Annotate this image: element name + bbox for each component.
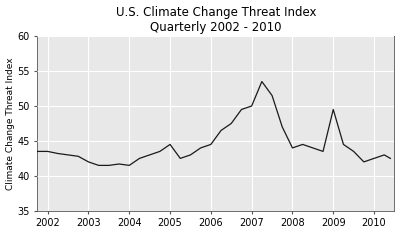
Title: U.S. Climate Change Threat Index
Quarterly 2002 - 2010: U.S. Climate Change Threat Index Quarter… — [116, 6, 316, 33]
Y-axis label: Climate Change Threat Index: Climate Change Threat Index — [6, 57, 14, 190]
